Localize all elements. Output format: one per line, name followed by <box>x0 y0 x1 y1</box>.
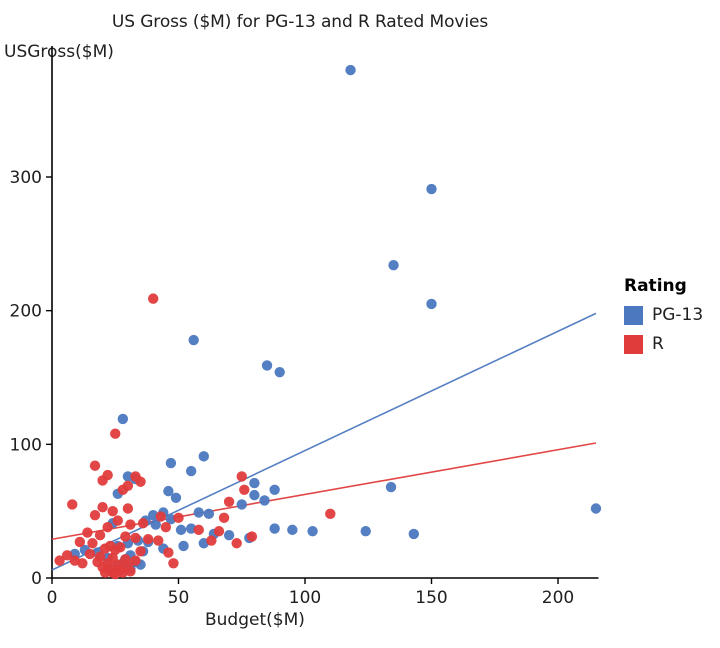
svg-text:200: 200 <box>542 588 574 608</box>
legend-item[interactable]: PG-13 <box>624 305 720 325</box>
axes <box>51 46 599 579</box>
legend-swatch-icon <box>624 334 643 354</box>
legend: Rating PG-13 R <box>624 276 720 363</box>
legend-item[interactable]: R <box>624 334 720 354</box>
svg-text:0: 0 <box>47 588 58 608</box>
legend-item-label: PG-13 <box>652 305 704 325</box>
svg-text:100: 100 <box>10 435 42 455</box>
x-axis-title: Budget($M) <box>205 610 305 630</box>
trendlines <box>51 312 597 571</box>
legend-swatch-icon <box>624 305 643 325</box>
legend-title: Rating <box>624 276 687 296</box>
svg-text:100: 100 <box>289 588 321 608</box>
svg-text:300: 300 <box>10 168 42 188</box>
axis-ticks <box>46 176 559 584</box>
svg-text:50: 50 <box>168 588 190 608</box>
legend-item-label: R <box>652 334 664 354</box>
y-axis-title: USGross($M) <box>4 42 114 62</box>
data-points <box>54 64 602 580</box>
chart-title: US Gross ($M) for PG-13 and R Rated Movi… <box>111 12 489 32</box>
legend-items: PG-13 R <box>624 305 720 354</box>
svg-text:150: 150 <box>415 588 447 608</box>
svg-text:0: 0 <box>31 569 42 589</box>
axis-tick-labels: 0 50 100 150 200 0 100 200 300 <box>10 168 575 608</box>
svg-text:200: 200 <box>10 302 42 322</box>
